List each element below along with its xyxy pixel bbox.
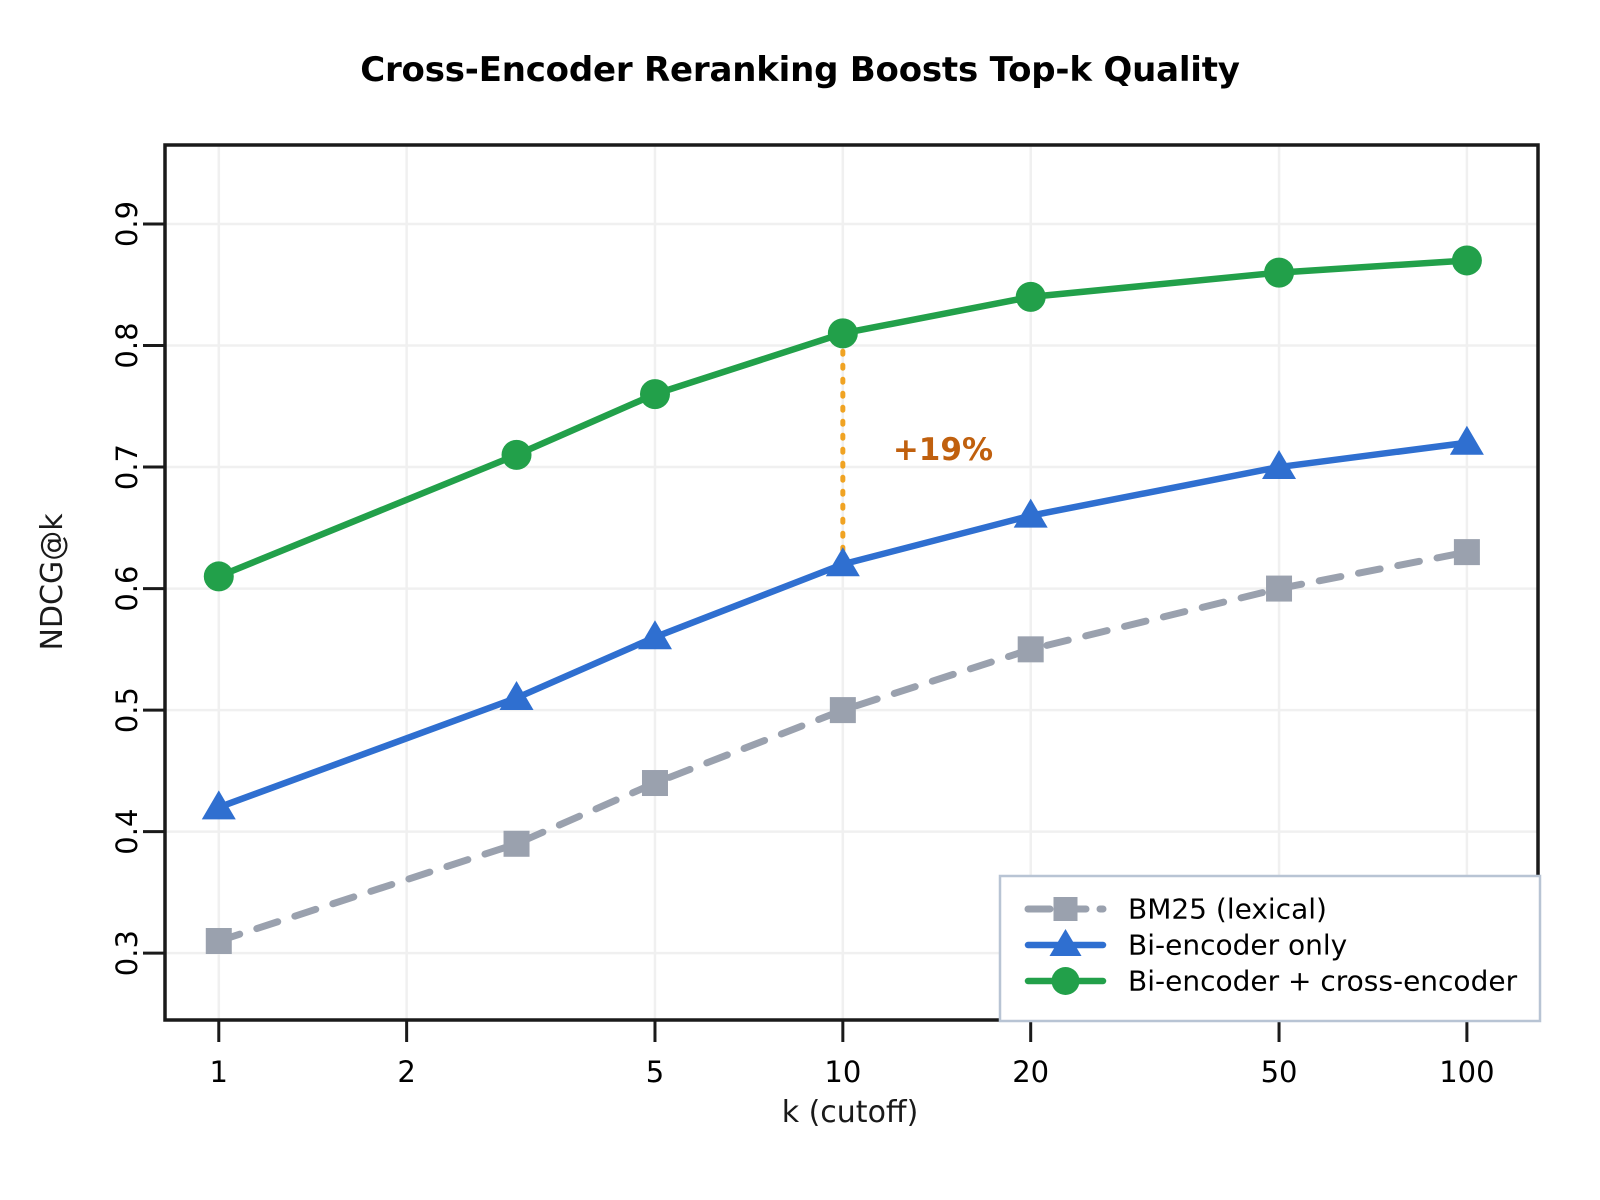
data-point-marker (1262, 450, 1297, 480)
annotation-group: +19% (840, 330, 993, 567)
data-point-marker (1015, 281, 1046, 312)
data-point-marker (503, 830, 530, 857)
y-tick-label-0: 0.3 (110, 930, 144, 976)
chart-legend[interactable]: BM25 (lexical)Bi-encoder onlyBi-encoder … (998, 874, 1542, 1023)
data-point-marker (825, 547, 860, 577)
page-title: Cross-Encoder Reranking Boosts Top-k Qua… (360, 50, 1240, 90)
plot-border (163, 143, 1540, 1022)
y-tick-label-6: 0.9 (110, 201, 144, 247)
legend-label-1[interactable]: Bi-encoder only (1128, 929, 1347, 962)
data-point-marker (1266, 575, 1293, 602)
data-point-marker (501, 439, 532, 470)
data-point-marker (639, 379, 670, 410)
data-point-marker (1013, 498, 1048, 528)
plot-area-background (165, 145, 1538, 1020)
x-tick-label-4: 20 (1012, 1055, 1049, 1089)
legend-marker-2 (1051, 967, 1080, 995)
data-point-marker (201, 790, 236, 820)
data-point-marker (499, 680, 534, 710)
x-tick-label-2: 5 (646, 1055, 664, 1089)
legend-label-0[interactable]: BM25 (lexical) (1128, 893, 1327, 926)
y-tick-label-2: 0.5 (110, 687, 144, 733)
y-axis-title: NDCG@k (35, 513, 70, 651)
data-point-marker (1451, 245, 1482, 276)
legend-label-2[interactable]: Bi-encoder + cross-encoder (1128, 965, 1518, 998)
data-point-marker (637, 620, 672, 650)
y-tick-label-1: 0.4 (110, 809, 144, 855)
x-axis-title: k (cutoff) (782, 1095, 919, 1130)
data-point-marker (641, 770, 668, 797)
legend-marker-1 (1049, 929, 1082, 956)
y-tick-label-5: 0.8 (110, 322, 144, 368)
legend-marker-0 (1053, 897, 1078, 921)
data-point-marker (205, 928, 232, 955)
data-series-group (201, 245, 1484, 955)
data-point-marker (203, 561, 234, 592)
data-point-marker (827, 318, 858, 349)
y-tick-label-3: 0.6 (110, 566, 144, 612)
x-axis-ticks: 1 2 5 10 20 50 100 (210, 1020, 1495, 1089)
x-tick-label-3: 10 (824, 1055, 861, 1089)
data-point-marker (1453, 539, 1480, 566)
x-tick-label-5: 50 (1261, 1055, 1298, 1089)
x-tick-label-6: 100 (1439, 1055, 1494, 1089)
legend-box (998, 874, 1542, 1023)
data-point-marker (1017, 636, 1044, 663)
annotation-label-0: +19% (893, 432, 993, 468)
x-tick-label-0: 1 (210, 1055, 228, 1089)
y-axis-ticks: 0.3 0.4 0.5 0.6 0.7 0.8 0.9 (110, 201, 165, 976)
data-point-marker (1449, 425, 1484, 455)
x-tick-label-1: 2 (397, 1055, 415, 1089)
data-point-marker (829, 697, 856, 724)
data-point-marker (1264, 257, 1295, 288)
y-tick-label-4: 0.7 (110, 444, 144, 490)
